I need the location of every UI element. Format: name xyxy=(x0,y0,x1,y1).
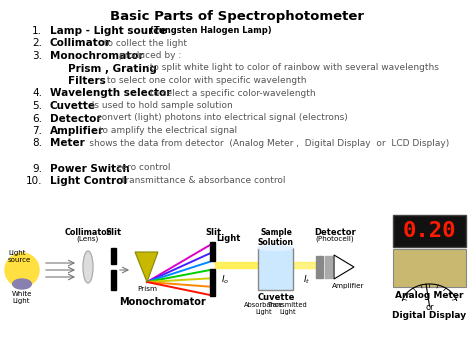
Text: 9.: 9. xyxy=(32,164,42,174)
Text: Lamp - Light source: Lamp - Light source xyxy=(50,26,167,36)
Ellipse shape xyxy=(83,251,93,283)
Text: Cuvette: Cuvette xyxy=(257,293,295,302)
Text: Detector: Detector xyxy=(50,114,101,124)
Bar xyxy=(316,256,323,278)
Text: Light Control: Light Control xyxy=(50,176,127,186)
Text: 8.: 8. xyxy=(32,138,42,148)
Text: to select a specific color-wavelength: to select a specific color-wavelength xyxy=(147,88,316,98)
Text: Slit: Slit xyxy=(105,228,121,237)
Polygon shape xyxy=(135,252,158,282)
Text: $I_o$: $I_o$ xyxy=(221,273,229,285)
Text: to select one color with specific wavelength: to select one color with specific wavele… xyxy=(104,76,306,85)
Text: to amplify the electrical signal: to amplify the electrical signal xyxy=(96,126,237,135)
Text: Wavelength selector: Wavelength selector xyxy=(50,88,172,98)
Text: Monochromator: Monochromator xyxy=(119,297,206,307)
Text: 1.: 1. xyxy=(32,26,42,36)
Circle shape xyxy=(5,253,39,287)
Text: Sample
Solution: Sample Solution xyxy=(258,228,294,247)
Text: :to split white light to color of rainbow with several wavelengths: :to split white light to color of rainbo… xyxy=(145,64,439,72)
Text: 4.: 4. xyxy=(32,88,42,98)
Text: 3.: 3. xyxy=(32,51,42,61)
Text: Detector: Detector xyxy=(314,228,356,237)
Text: (Photocell): (Photocell) xyxy=(316,236,354,242)
Polygon shape xyxy=(334,255,354,279)
Text: 5.: 5. xyxy=(32,101,42,111)
Bar xyxy=(393,249,466,287)
Text: Light: Light xyxy=(216,234,240,243)
Text: produced by :: produced by : xyxy=(116,51,182,60)
Text: Absorbance
Light: Absorbance Light xyxy=(244,302,284,315)
Text: Cuvette: Cuvette xyxy=(50,101,96,111)
Text: Prism: Prism xyxy=(137,286,157,292)
Text: zero control: zero control xyxy=(111,164,171,173)
Text: transmittance & absorbance control: transmittance & absorbance control xyxy=(116,176,286,185)
Text: Prism , Grating: Prism , Grating xyxy=(68,64,157,73)
Text: 2.: 2. xyxy=(32,38,42,49)
Text: Collimator: Collimator xyxy=(64,228,111,237)
Text: White
Light: White Light xyxy=(12,291,32,304)
Bar xyxy=(258,248,293,290)
Bar xyxy=(111,248,116,264)
Text: Slit: Slit xyxy=(205,228,221,237)
Bar xyxy=(393,215,466,247)
Text: shows the data from detector  (Analog Meter ,  Digital Display  or  LCD Display): shows the data from detector (Analog Met… xyxy=(75,138,450,147)
Text: Collimator: Collimator xyxy=(50,38,111,49)
Text: Meter: Meter xyxy=(50,138,85,148)
Text: (Lens): (Lens) xyxy=(77,235,99,241)
Text: to collect the light: to collect the light xyxy=(101,38,187,48)
Bar xyxy=(215,262,258,268)
Text: Basic Parts of Spectrophotometer: Basic Parts of Spectrophotometer xyxy=(110,10,364,23)
Text: Filters: Filters xyxy=(68,76,106,86)
Text: 0.20: 0.20 xyxy=(403,221,456,241)
Text: or: or xyxy=(425,303,434,312)
Text: Amplifier: Amplifier xyxy=(332,283,365,289)
Text: Amplifier: Amplifier xyxy=(50,126,104,136)
Text: Light
source: Light source xyxy=(8,250,31,263)
Bar xyxy=(293,262,316,268)
Text: Is used to hold sample solution: Is used to hold sample solution xyxy=(86,101,232,110)
Text: $I_t$: $I_t$ xyxy=(303,273,310,285)
Text: 10.: 10. xyxy=(26,176,42,186)
Text: Transmitted
Light: Transmitted Light xyxy=(268,302,308,315)
Text: Analog Meter: Analog Meter xyxy=(395,291,464,300)
Bar xyxy=(111,270,116,290)
Text: Digital Display: Digital Display xyxy=(392,311,466,320)
Bar xyxy=(325,256,332,278)
Ellipse shape xyxy=(258,246,293,251)
Bar xyxy=(210,269,215,296)
Bar xyxy=(210,242,215,261)
Text: convert (light) photons into electrical signal (electrons): convert (light) photons into electrical … xyxy=(91,114,347,122)
Text: 7.: 7. xyxy=(32,126,42,136)
Ellipse shape xyxy=(13,279,31,289)
Text: 6.: 6. xyxy=(32,114,42,124)
Text: Power Switch: Power Switch xyxy=(50,164,130,174)
Text: Monochromator: Monochromator xyxy=(50,51,144,61)
Text: (Tungsten Halogen Lamp): (Tungsten Halogen Lamp) xyxy=(147,26,272,35)
